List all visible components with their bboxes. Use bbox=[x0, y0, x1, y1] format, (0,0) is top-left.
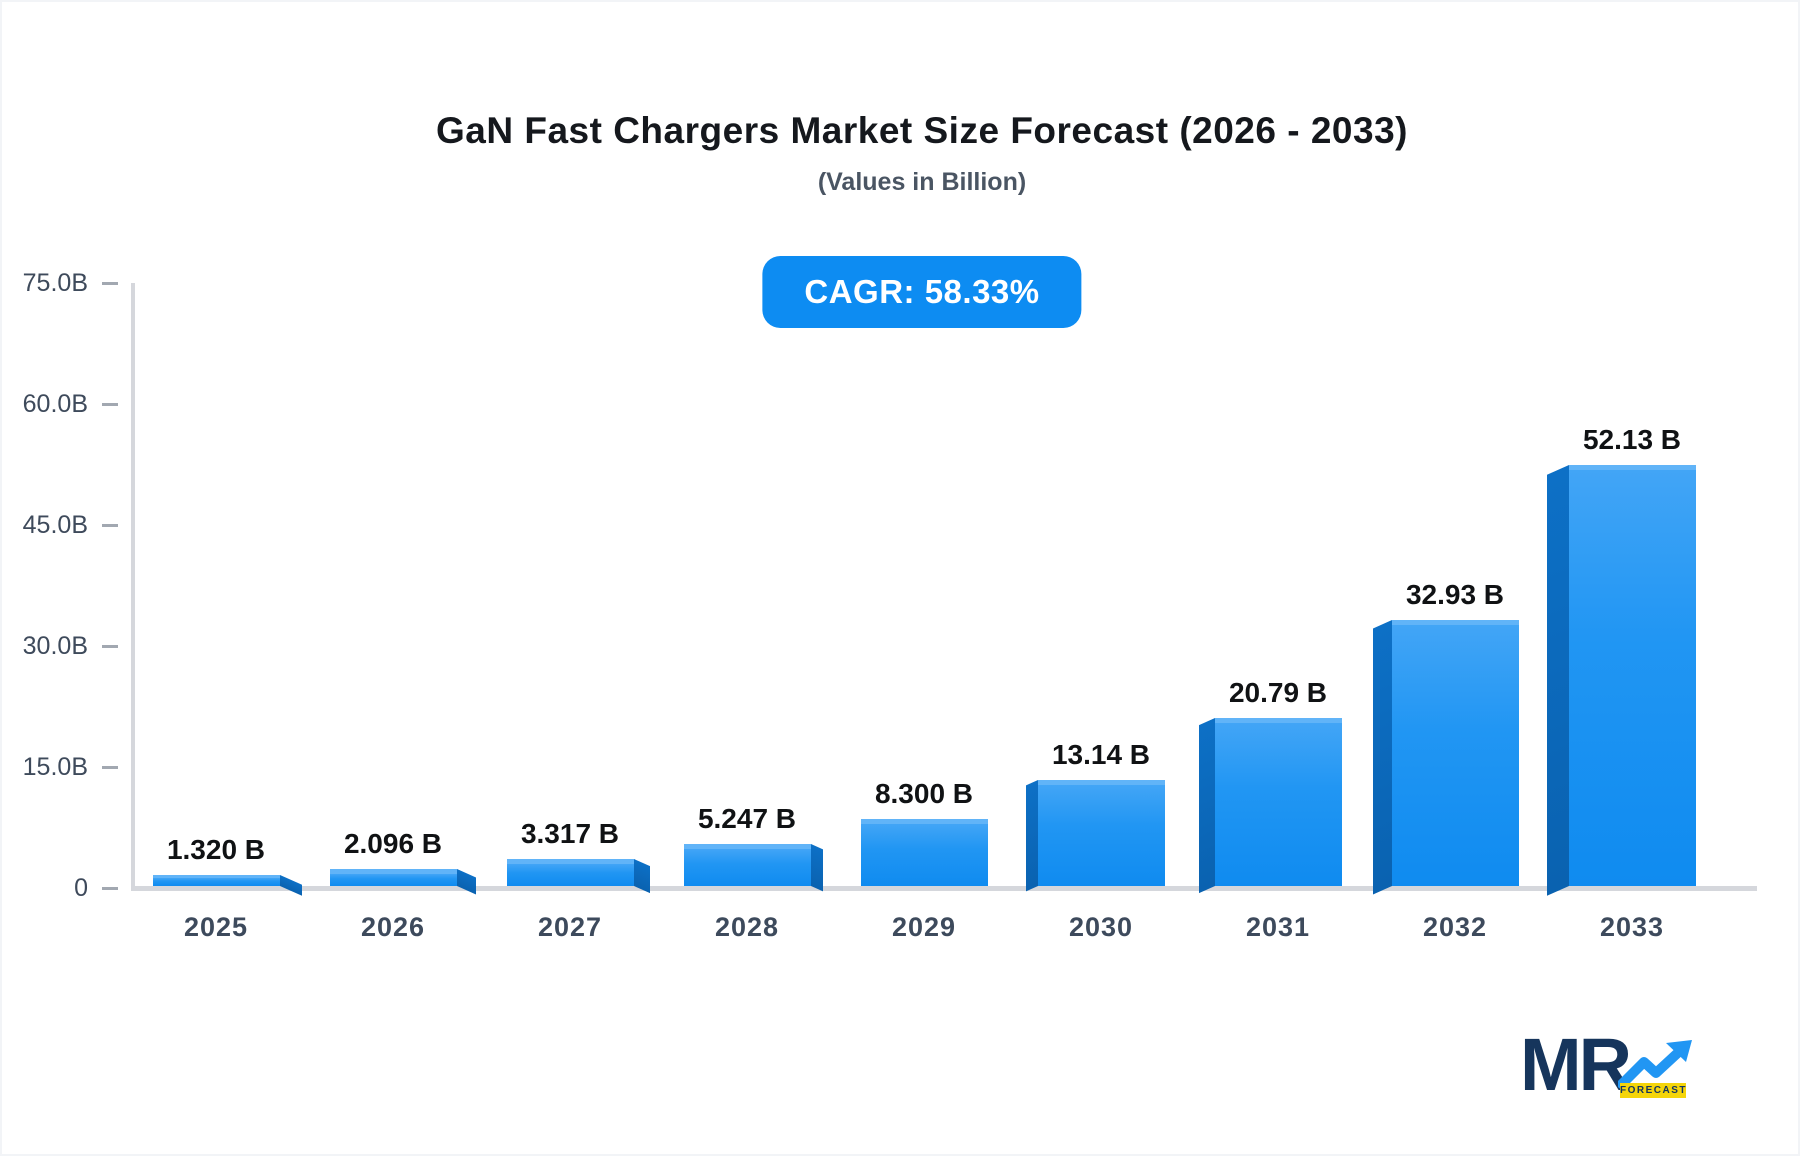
y-tick-mark bbox=[102, 403, 118, 406]
y-tick-label: 30.0B bbox=[22, 632, 88, 660]
bar-2029[interactable] bbox=[861, 819, 988, 886]
y-tick-mark bbox=[102, 887, 118, 890]
bar-2025[interactable] bbox=[153, 875, 280, 886]
trend-arrow-icon bbox=[1618, 1040, 1692, 1089]
bar-value-label: 8.300 B bbox=[874, 778, 974, 809]
y-tick-label: 45.0B bbox=[22, 511, 88, 539]
bar-2026[interactable] bbox=[330, 869, 457, 886]
x-axis-label: 2033 bbox=[1599, 912, 1665, 942]
bar-3d-side bbox=[1547, 465, 1569, 896]
x-axis-label: 2032 bbox=[1422, 912, 1488, 942]
bar-value-label: 5.247 B bbox=[697, 803, 797, 834]
bar-3d-side bbox=[280, 875, 302, 896]
y-tick-label: 15.0B bbox=[22, 753, 88, 781]
y-tick-label: 0 bbox=[74, 874, 88, 902]
brand-logo: MR FORECAST bbox=[1520, 1028, 1700, 1108]
bar-3d-side bbox=[1373, 620, 1392, 895]
bar-2027[interactable] bbox=[507, 859, 634, 886]
bar-2032[interactable] bbox=[1392, 620, 1519, 886]
x-axis-line bbox=[131, 886, 1757, 891]
bar-value-label: 2.096 B bbox=[343, 828, 443, 859]
x-axis-label: 2027 bbox=[537, 912, 603, 942]
bar-value-label: 32.93 B bbox=[1405, 579, 1505, 610]
logo-forecast-tag: FORECAST bbox=[1620, 1083, 1687, 1098]
y-tick-mark bbox=[102, 282, 118, 285]
y-tick-mark bbox=[102, 524, 118, 527]
bar-3d-side bbox=[1199, 718, 1215, 894]
bar-3d-side bbox=[811, 844, 823, 892]
x-axis-label: 2031 bbox=[1245, 912, 1311, 942]
bar-value-label: 3.317 B bbox=[520, 818, 620, 849]
bar-value-label: 20.79 B bbox=[1228, 677, 1328, 708]
bar-2031[interactable] bbox=[1215, 718, 1342, 886]
bar-2030[interactable] bbox=[1038, 780, 1165, 886]
bar-value-label: 13.14 B bbox=[1051, 739, 1151, 770]
bar-value-label: 52.13 B bbox=[1582, 424, 1682, 455]
x-axis-label: 2029 bbox=[891, 912, 957, 942]
cagr-badge: CAGR: 58.33% bbox=[762, 256, 1082, 328]
logo-wordmark: MR bbox=[1520, 1023, 1632, 1106]
y-tick-mark bbox=[102, 645, 118, 648]
bar-2033[interactable] bbox=[1569, 465, 1696, 886]
x-axis-label: 2026 bbox=[360, 912, 426, 942]
y-axis-line bbox=[131, 283, 135, 886]
bar-3d-side bbox=[1026, 780, 1038, 892]
y-tick-mark bbox=[102, 766, 118, 769]
chart-title: GaN Fast Chargers Market Size Forecast (… bbox=[436, 110, 1408, 151]
x-axis-label: 2025 bbox=[183, 912, 249, 942]
x-axis-label: 2028 bbox=[714, 912, 780, 942]
bar-2028[interactable] bbox=[684, 844, 811, 886]
y-tick-label: 60.0B bbox=[22, 390, 88, 418]
chart-subtitle: (Values in Billion) bbox=[817, 168, 1027, 196]
x-axis-label: 2030 bbox=[1068, 912, 1134, 942]
bar-value-label: 1.320 B bbox=[166, 834, 266, 865]
y-tick-label: 75.0B bbox=[22, 269, 88, 297]
